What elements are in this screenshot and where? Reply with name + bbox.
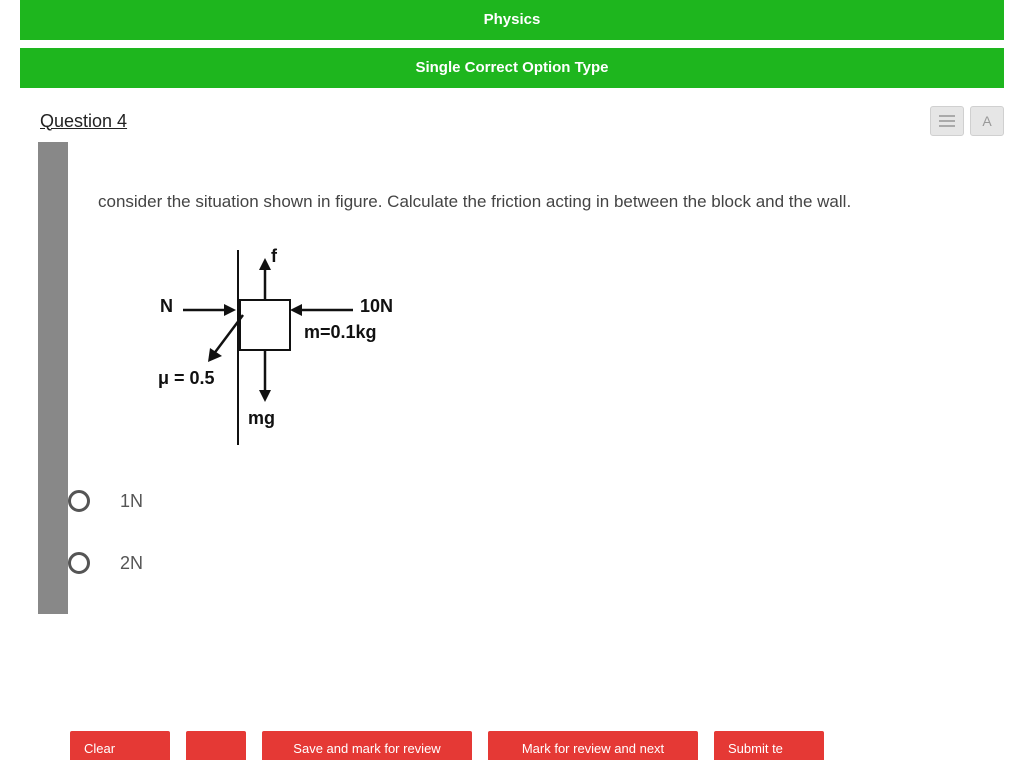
option-1-label: 1N	[120, 491, 143, 512]
option-1[interactable]: 1N	[68, 490, 1004, 512]
list-view-button[interactable]	[930, 106, 964, 136]
clear-label: Clear	[84, 741, 115, 756]
letter-a-label: A	[982, 113, 991, 129]
figure-label-10n: 10N	[360, 296, 393, 317]
option-2-label: 2N	[120, 553, 143, 574]
vertical-marker-bar	[38, 142, 68, 614]
question-type-label: Single Correct Option Type	[415, 59, 608, 76]
option-2[interactable]: 2N	[68, 552, 1004, 574]
subject-label: Physics	[484, 11, 541, 28]
mark-review-next-button[interactable]: Mark for review and next	[488, 731, 698, 760]
physics-figure: f N 10N m=0.1kg μ = 0.5 mg	[128, 240, 428, 460]
question-header: Question 4 A	[20, 96, 1004, 142]
question-body: consider the situation shown in figure. …	[98, 142, 1004, 614]
submit-button[interactable]: Submit te	[714, 731, 824, 760]
figure-label-f: f	[271, 246, 277, 267]
figure-label-n: N	[160, 296, 173, 317]
radio-icon	[68, 552, 90, 574]
radio-icon	[68, 490, 90, 512]
question-number: Question 4	[40, 111, 127, 132]
save-mark-label: Save and mark for review	[293, 741, 440, 756]
spacer-button[interactable]	[186, 731, 246, 760]
content-row: consider the situation shown in figure. …	[20, 142, 1004, 614]
figure-label-mu: μ = 0.5	[158, 368, 215, 389]
submit-label: Submit te	[728, 741, 783, 756]
figure-label-mass: m=0.1kg	[304, 322, 377, 343]
question-type-banner: Single Correct Option Type	[20, 48, 1004, 88]
clear-button[interactable]: Clear	[70, 731, 170, 760]
page: Physics Single Correct Option Type Quest…	[0, 0, 1024, 760]
header-icons: A	[930, 106, 1004, 136]
question-text: consider the situation shown in figure. …	[98, 192, 1004, 212]
mark-next-label: Mark for review and next	[522, 741, 664, 756]
figure-svg	[128, 240, 428, 460]
subject-banner: Physics	[20, 0, 1004, 40]
save-mark-review-button[interactable]: Save and mark for review	[262, 731, 472, 760]
letter-a-button[interactable]: A	[970, 106, 1004, 136]
options-list: 1N 2N	[68, 490, 1004, 574]
hamburger-icon	[939, 115, 955, 127]
footer-buttons: Clear Save and mark for review Mark for …	[20, 725, 1024, 760]
figure-label-mg: mg	[248, 408, 275, 429]
